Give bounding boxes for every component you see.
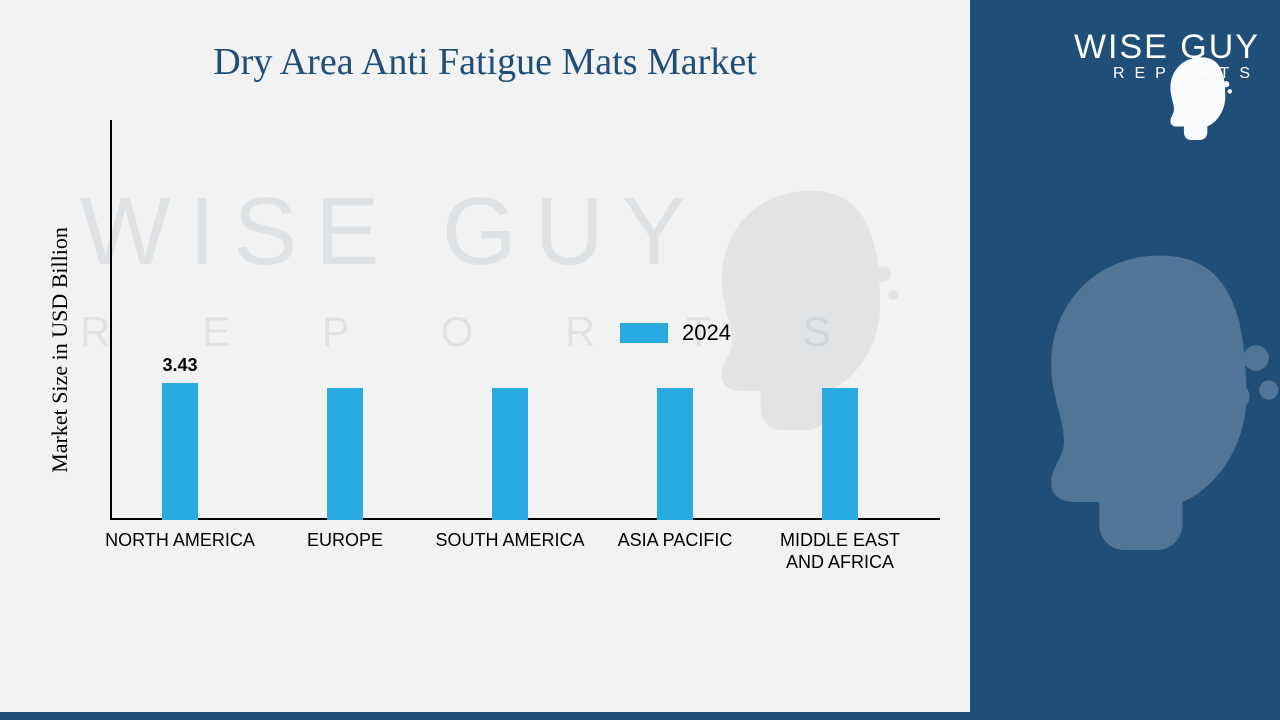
brand-panel: WISE GUY REPORTS [970, 0, 1280, 720]
category-label: NORTH AMERICA [105, 530, 255, 552]
figure-root: WISE GUY R E P O R T S Dry Area Anti Fat… [0, 0, 1280, 720]
bar [162, 383, 198, 520]
category-label: ASIA PACIFIC [600, 530, 750, 552]
bar [657, 388, 693, 520]
legend-label: 2024 [682, 320, 731, 346]
legend-swatch [620, 323, 668, 343]
plot-area [110, 120, 940, 520]
brand-head-large-icon [1000, 230, 1280, 550]
bar [822, 388, 858, 520]
category-label: EUROPE [270, 530, 420, 552]
bar [492, 388, 528, 520]
legend: 2024 [620, 320, 731, 346]
brand-head-icon [1156, 50, 1246, 140]
category-label: MIDDLE EAST AND AFRICA [765, 530, 915, 573]
y-axis-line [110, 120, 112, 520]
chart-panel: WISE GUY R E P O R T S Dry Area Anti Fat… [0, 0, 970, 712]
bottom-accent-bar [0, 712, 970, 720]
bar [327, 388, 363, 520]
bar-value-label: 3.43 [120, 355, 240, 376]
brand-logo: WISE GUY REPORTS [990, 28, 1260, 83]
chart-title: Dry Area Anti Fatigue Mats Market [0, 40, 970, 84]
y-axis-label: Market Size in USD Billion [47, 227, 73, 473]
category-label: SOUTH AMERICA [435, 530, 585, 552]
